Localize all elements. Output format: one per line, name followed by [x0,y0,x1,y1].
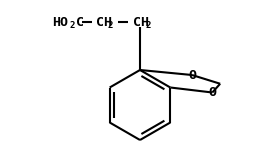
Text: 2: 2 [70,21,75,30]
Text: 2: 2 [108,21,113,30]
Text: C: C [76,15,84,28]
Text: O: O [188,69,196,82]
Text: O: O [208,86,216,99]
Text: 2: 2 [145,21,150,30]
Text: CH: CH [96,15,112,28]
Text: CH: CH [133,15,149,28]
Text: HO: HO [52,15,68,28]
